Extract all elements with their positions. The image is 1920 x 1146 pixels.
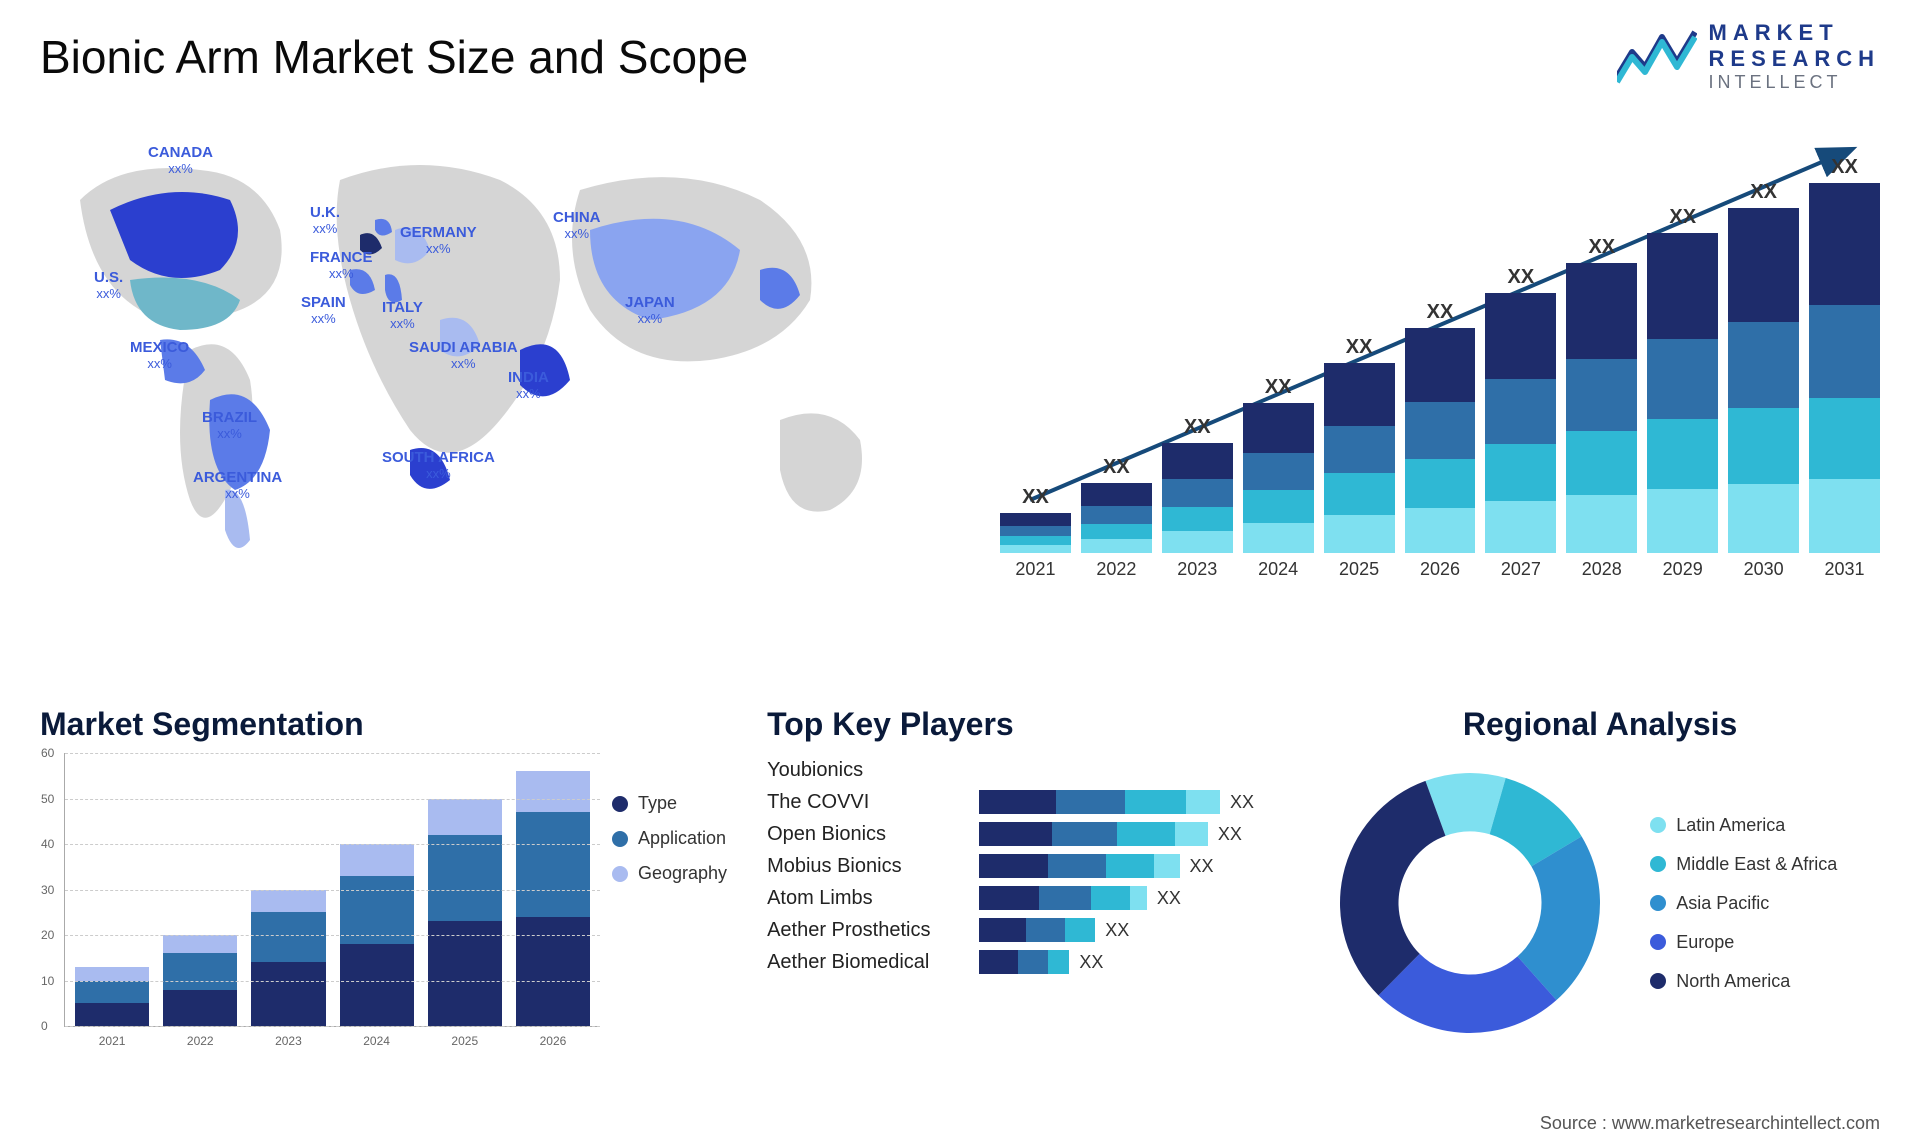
map-label: CHINAxx%	[553, 210, 601, 241]
segmentation-title: Market Segmentation	[40, 706, 727, 743]
forecast-bar: XX2029	[1647, 206, 1718, 580]
players-chart: Youbionics The COVVIXX Open BionicsXX Mobiu…	[767, 753, 1280, 974]
map-label: INDIAxx%	[508, 370, 549, 401]
segmentation-legend: Type Application Geography	[612, 753, 727, 1053]
map-label: U.K.xx%	[310, 205, 340, 236]
map-label: ITALYxx%	[382, 300, 423, 331]
segmentation-chart: 202120222023202420252026 0102030405060	[40, 753, 600, 1053]
logo-text-2: RESEARCH	[1709, 46, 1880, 72]
legend-item: Europe	[1650, 932, 1837, 953]
map-label: ARGENTINAxx%	[193, 470, 282, 501]
map-label: FRANCExx%	[310, 250, 373, 281]
forecast-chart: XX2021XX2022XX2023XX2024XX2025XX2026XX20…	[1000, 140, 1880, 610]
forecast-bar: XX2030	[1728, 181, 1799, 580]
forecast-bar: XX2023	[1162, 416, 1233, 580]
map-label: SAUDI ARABIAxx%	[409, 340, 518, 371]
logo-mark-icon	[1617, 27, 1697, 87]
player-row: The COVVIXX	[767, 790, 1280, 814]
forecast-bar: XX2028	[1566, 236, 1637, 580]
regional-legend: Latin America Middle East & Africa Asia Pa…	[1650, 815, 1837, 992]
player-row: Open BionicsXX	[767, 822, 1280, 846]
legend-item: Type	[612, 793, 727, 814]
legend-item: North America	[1650, 971, 1837, 992]
legend-item: Application	[612, 828, 727, 849]
regional-title: Regional Analysis	[1320, 706, 1880, 743]
map-label: BRAZILxx%	[202, 410, 257, 441]
forecast-bar: XX2031	[1809, 156, 1880, 580]
logo-text-1: MARKET	[1709, 20, 1880, 46]
map-label: JAPANxx%	[625, 295, 675, 326]
player-row: Aether BiomedicalXX	[767, 950, 1280, 974]
forecast-bar: XX2025	[1324, 336, 1395, 580]
regional-panel: Regional Analysis Latin America Middle Ea…	[1320, 706, 1880, 1086]
player-row: Aether ProstheticsXX	[767, 918, 1280, 942]
legend-item: Middle East & Africa	[1650, 854, 1837, 875]
forecast-bar: XX2022	[1081, 456, 1152, 580]
brand-logo: MARKET RESEARCH INTELLECT	[1617, 20, 1880, 93]
legend-item: Geography	[612, 863, 727, 884]
legend-item: Asia Pacific	[1650, 893, 1837, 914]
player-row: Youbionics	[767, 759, 1280, 782]
forecast-bar: XX2021	[1000, 486, 1071, 580]
world-map-panel: CANADAxx% U.S.xx% MEXICOxx% BRAZILxx% ARGENT…	[40, 120, 940, 620]
map-label: MEXICOxx%	[130, 340, 189, 371]
page-title: Bionic Arm Market Size and Scope	[40, 30, 748, 84]
players-panel: Top Key Players Youbionics The COVVIXX Ope…	[767, 706, 1280, 1086]
forecast-bar: XX2024	[1243, 376, 1314, 580]
forecast-bar: XX2027	[1485, 266, 1556, 580]
map-label: SOUTH AFRICAxx%	[382, 450, 495, 481]
segmentation-panel: Market Segmentation 20212022202320242025…	[40, 706, 727, 1086]
map-label: SPAINxx%	[301, 295, 346, 326]
logo-text-3: INTELLECT	[1709, 72, 1880, 93]
legend-item: Latin America	[1650, 815, 1837, 836]
player-row: Atom LimbsXX	[767, 886, 1280, 910]
map-label: U.S.xx%	[94, 270, 123, 301]
player-row: Mobius BionicsXX	[767, 854, 1280, 878]
map-label: GERMANYxx%	[400, 225, 477, 256]
players-title: Top Key Players	[767, 706, 1280, 743]
regional-donut-chart	[1320, 753, 1620, 1053]
source-text: Source : www.marketresearchintellect.com	[1540, 1113, 1880, 1134]
forecast-bar: XX2026	[1405, 301, 1476, 580]
map-label: CANADAxx%	[148, 145, 213, 176]
